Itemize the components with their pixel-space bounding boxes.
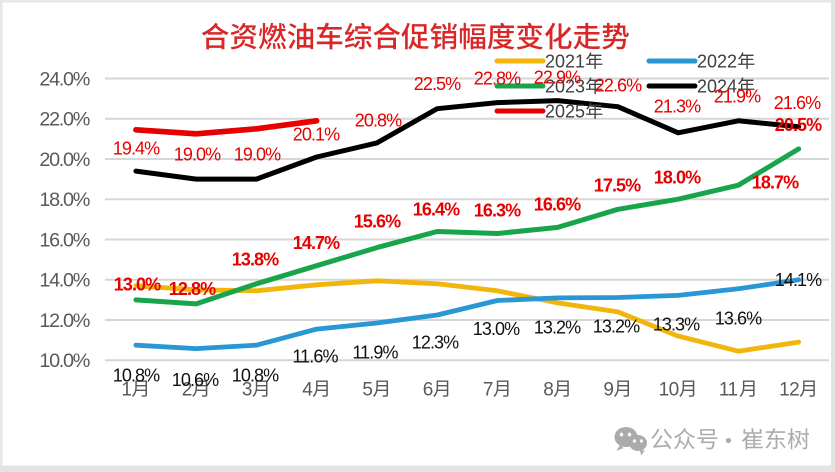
svg-text:22.9%: 22.9% bbox=[534, 67, 581, 87]
svg-text:13.8%: 13.8% bbox=[232, 249, 279, 269]
svg-text:10.8%: 10.8% bbox=[232, 365, 279, 385]
svg-text:18.7%: 18.7% bbox=[752, 172, 799, 192]
svg-text:16.4%: 16.4% bbox=[413, 199, 460, 219]
svg-text:21.3%: 21.3% bbox=[654, 96, 701, 116]
svg-text:10.0%: 10.0% bbox=[39, 350, 89, 372]
svg-text:1: 1 bbox=[121, 379, 131, 400]
svg-text:20.0%: 20.0% bbox=[39, 149, 89, 171]
svg-text:13.0%: 13.0% bbox=[114, 274, 161, 294]
svg-text:10.6%: 10.6% bbox=[172, 370, 219, 390]
svg-text:2024: 2024 bbox=[697, 77, 737, 97]
svg-text:12.8%: 12.8% bbox=[169, 279, 216, 299]
svg-text:10.8%: 10.8% bbox=[113, 365, 160, 385]
svg-text:19.0%: 19.0% bbox=[174, 144, 221, 164]
svg-text:24.0%: 24.0% bbox=[39, 68, 89, 90]
svg-text:12.0%: 12.0% bbox=[39, 310, 89, 332]
svg-text:8: 8 bbox=[543, 379, 553, 400]
svg-text:19.0%: 19.0% bbox=[234, 144, 281, 164]
svg-text:20.8%: 20.8% bbox=[355, 110, 402, 130]
svg-text:22.6%: 22.6% bbox=[595, 75, 642, 95]
svg-text:6: 6 bbox=[423, 379, 433, 400]
svg-text:22.0%: 22.0% bbox=[39, 109, 89, 131]
svg-text:14.1%: 14.1% bbox=[775, 270, 822, 290]
svg-text:12.3%: 12.3% bbox=[412, 332, 459, 352]
svg-text:2022: 2022 bbox=[697, 52, 737, 72]
svg-text:19.4%: 19.4% bbox=[113, 138, 160, 158]
svg-text:2025: 2025 bbox=[545, 102, 585, 122]
svg-text:15.6%: 15.6% bbox=[354, 211, 401, 231]
svg-text:20.5%: 20.5% bbox=[775, 115, 822, 135]
svg-text:13.2%: 13.2% bbox=[593, 316, 640, 336]
svg-text:2023: 2023 bbox=[545, 77, 585, 97]
svg-text:13.0%: 13.0% bbox=[473, 319, 520, 339]
svg-text:22.8%: 22.8% bbox=[474, 68, 521, 88]
svg-text:3: 3 bbox=[242, 379, 252, 400]
svg-text:11.6%: 11.6% bbox=[292, 346, 338, 366]
svg-text:13.2%: 13.2% bbox=[534, 317, 581, 337]
svg-text:16.3%: 16.3% bbox=[474, 200, 521, 220]
svg-text:22.5%: 22.5% bbox=[414, 74, 461, 94]
svg-text:17.5%: 17.5% bbox=[594, 175, 641, 195]
svg-text:16.6%: 16.6% bbox=[534, 194, 581, 214]
svg-text:10: 10 bbox=[659, 379, 679, 400]
svg-text:2021: 2021 bbox=[545, 52, 585, 72]
svg-text:14.7%: 14.7% bbox=[293, 233, 340, 253]
svg-text:13.3%: 13.3% bbox=[653, 314, 700, 334]
svg-text:5: 5 bbox=[362, 379, 372, 400]
svg-text:7: 7 bbox=[483, 379, 493, 400]
svg-text:20.1%: 20.1% bbox=[293, 124, 340, 144]
svg-text:13.6%: 13.6% bbox=[715, 308, 762, 328]
svg-text:16.0%: 16.0% bbox=[39, 229, 89, 251]
svg-text:12: 12 bbox=[779, 379, 799, 400]
svg-text:14.0%: 14.0% bbox=[39, 270, 89, 292]
svg-text:21.6%: 21.6% bbox=[774, 93, 821, 113]
svg-text:18.0%: 18.0% bbox=[39, 189, 89, 211]
svg-text:11: 11 bbox=[719, 379, 738, 400]
svg-text:11.9%: 11.9% bbox=[352, 342, 398, 362]
svg-text:9: 9 bbox=[603, 379, 613, 400]
svg-text:4: 4 bbox=[302, 379, 313, 400]
svg-text:2: 2 bbox=[182, 379, 192, 400]
svg-text:21.9%: 21.9% bbox=[714, 86, 761, 106]
svg-text:18.0%: 18.0% bbox=[654, 167, 701, 187]
